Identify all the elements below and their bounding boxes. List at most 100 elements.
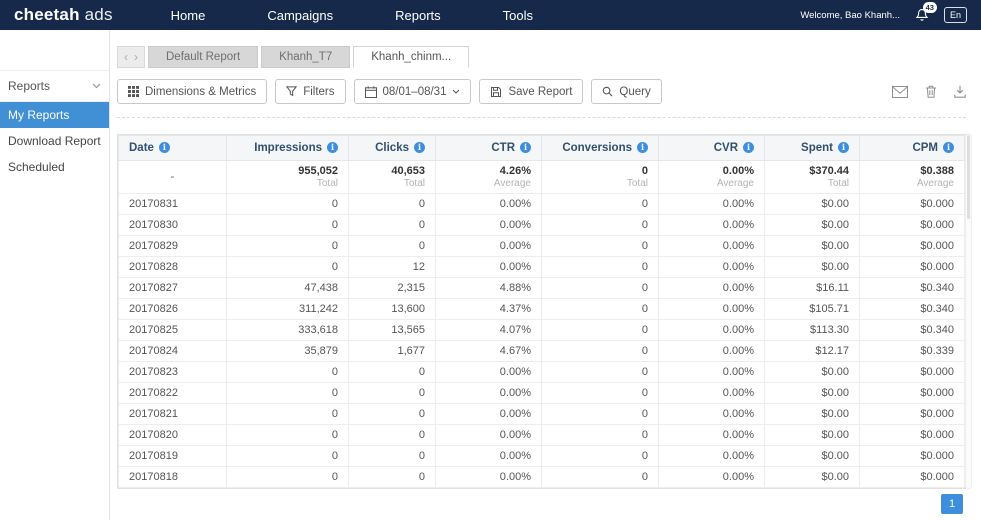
cell-conversions: 0	[541, 319, 659, 341]
query-label: Query	[619, 85, 651, 98]
table-row: 20170830 0 0 0.00% 0 0.00% $0.00 $0.000	[118, 214, 965, 236]
cell-clicks: 1,677	[348, 340, 436, 362]
cell-cvr: 0.00%	[658, 193, 765, 215]
page-layout: Reports My Reports Download Report Schedul…	[0, 30, 981, 520]
report-table: Date i Impressions i Clicks i CTR i Conversions i…	[118, 135, 965, 488]
table-row: 20170826 311,242 13,600 4.37% 0 0.00% $105.71 $…	[118, 298, 965, 320]
tab-khanh-chinm[interactable]: Khanh_chinm...	[353, 46, 470, 68]
tab-scroll-arrows: ‹ ›	[117, 46, 145, 68]
summary-sublabel: Total	[316, 178, 338, 189]
info-icon[interactable]: i	[414, 142, 425, 153]
column-label: Conversions	[562, 142, 632, 154]
info-icon[interactable]: i	[838, 142, 849, 153]
cell-spent: $16.11	[764, 277, 860, 299]
column-label: Date	[129, 142, 154, 154]
dimensions-metrics-button[interactable]: Dimensions & Metrics	[117, 79, 268, 104]
dimensions-metrics-label: Dimensions & Metrics	[145, 85, 257, 98]
table-row: 20170821 0 0 0.00% 0 0.00% $0.00 $0.000	[118, 403, 965, 425]
cell-cpm: $0.000	[859, 235, 965, 257]
table-row: 20170820 0 0 0.00% 0 0.00% $0.00 $0.000	[118, 424, 965, 446]
sidebar-item-download-report[interactable]: Download Report	[8, 134, 101, 148]
cell-cvr: 0.00%	[658, 235, 765, 257]
cell-clicks: 2,315	[348, 277, 436, 299]
cell-ctr: 4.67%	[435, 340, 542, 362]
info-icon[interactable]: i	[158, 142, 170, 153]
sidebar-section-label: Reports	[8, 79, 51, 93]
table-row: 20170831 0 0 0.00% 0 0.00% $0.00 $0.000	[118, 193, 965, 215]
sidebar-item-my-reports[interactable]: My Reports	[0, 102, 109, 128]
info-icon[interactable]: i	[943, 142, 954, 153]
summary-row: -955,052 Total 40,653 Total 4.26% Average 0 Tot…	[118, 160, 965, 194]
cell-cpm: $0.000	[859, 361, 965, 383]
cell-conversions: 0	[541, 256, 659, 278]
table-scrollbar[interactable]	[965, 133, 972, 489]
scrollbar-thumb[interactable]	[967, 135, 970, 219]
cell-cvr: 0.00%	[658, 424, 765, 446]
cell-impressions: 0	[226, 403, 349, 425]
column-label: CVR	[713, 142, 738, 154]
filters-button[interactable]: Filters	[275, 79, 346, 104]
cell-cpm: $0.000	[859, 193, 965, 215]
nav-item-reports[interactable]: Reports	[395, 7, 441, 23]
sidebar-section-reports[interactable]: Reports	[0, 70, 109, 102]
cell-cvr: 0.00%	[658, 256, 765, 278]
chevron-down-icon	[92, 83, 101, 89]
table-row: 20170818 0 0 0.00% 0 0.00% $0.00 $0.000	[118, 466, 965, 488]
nav-item-home[interactable]: Home	[170, 7, 206, 23]
summary-sublabel: Total	[626, 178, 648, 189]
pagination-page-1[interactable]: 1	[941, 494, 963, 514]
cell-impressions: 0	[226, 361, 349, 383]
tab-scroll-right-icon[interactable]: ›	[134, 50, 138, 64]
info-icon[interactable]: i	[743, 142, 754, 153]
cell-impressions: 311,242	[226, 298, 349, 320]
column-header-date: Date i	[118, 135, 227, 161]
cell-date: 20170823	[118, 361, 227, 383]
cell-spent: $0.00	[764, 382, 860, 404]
info-icon[interactable]: i	[327, 142, 338, 153]
cell-cvr: 0.00%	[658, 298, 765, 320]
save-report-button[interactable]: Save Report	[479, 79, 584, 104]
sidebar-item-scheduled[interactable]: Scheduled	[8, 160, 65, 174]
table-row: 20170824 35,879 1,677 4.67% 0 0.00% $12.17 $0.3…	[118, 340, 965, 362]
summary-value: 40,653	[391, 165, 425, 177]
cell-conversions: 0	[541, 214, 659, 236]
cell-cvr: 0.00%	[658, 403, 765, 425]
cell-conversions: 0	[541, 445, 659, 467]
cell-impressions: 35,879	[226, 340, 349, 362]
email-icon[interactable]	[892, 85, 908, 98]
cell-conversions: 0	[541, 424, 659, 446]
tab-scroll-left-icon[interactable]: ‹	[124, 50, 128, 64]
info-icon[interactable]: i	[637, 142, 648, 153]
table-row: 20170819 0 0 0.00% 0 0.00% $0.00 $0.000	[118, 445, 965, 467]
username[interactable]: Bao Khanh...	[845, 9, 900, 21]
nav-item-campaigns[interactable]: Campaigns	[267, 7, 334, 23]
app-logo[interactable]: cheetah ads	[14, 5, 113, 25]
cell-impressions: 0	[226, 256, 349, 278]
caret-down-icon	[452, 89, 460, 94]
nav-item-tools[interactable]: Tools	[502, 7, 534, 23]
cell-impressions: 0	[226, 466, 349, 488]
cell-spent: $0.00	[764, 445, 860, 467]
tab-khanh-t7[interactable]: Khanh_T7	[261, 46, 351, 68]
cell-clicks: 0	[348, 214, 436, 236]
notifications-button[interactable]: 43	[915, 2, 937, 22]
navbar-menu: Home Campaigns Reports Tools	[171, 0, 595, 30]
cell-spent: $0.00	[764, 256, 860, 278]
report-tabbar: ‹ › Default Report Khanh_T7 Khanh_chinm...	[117, 45, 966, 68]
query-button[interactable]: Query	[591, 79, 662, 104]
cell-clicks: 0	[348, 361, 436, 383]
notification-badge: 43	[922, 2, 937, 13]
download-icon[interactable]	[954, 85, 966, 98]
cell-cpm: $0.340	[859, 319, 965, 341]
date-range-picker[interactable]: 08/01–08/31	[353, 79, 472, 104]
tab-default-report[interactable]: Default Report	[148, 46, 259, 68]
cell-cpm: $0.000	[859, 466, 965, 488]
cell-date: 20170828	[118, 256, 227, 278]
column-header-cvr: CVR i	[658, 135, 765, 161]
info-icon[interactable]: i	[520, 142, 531, 153]
language-selector[interactable]: En	[943, 7, 967, 23]
trash-icon[interactable]	[925, 85, 937, 98]
logo-text-bold: cheetah	[14, 5, 80, 24]
cell-ctr: 4.88%	[435, 277, 542, 299]
cell-conversions: 0	[541, 235, 659, 257]
